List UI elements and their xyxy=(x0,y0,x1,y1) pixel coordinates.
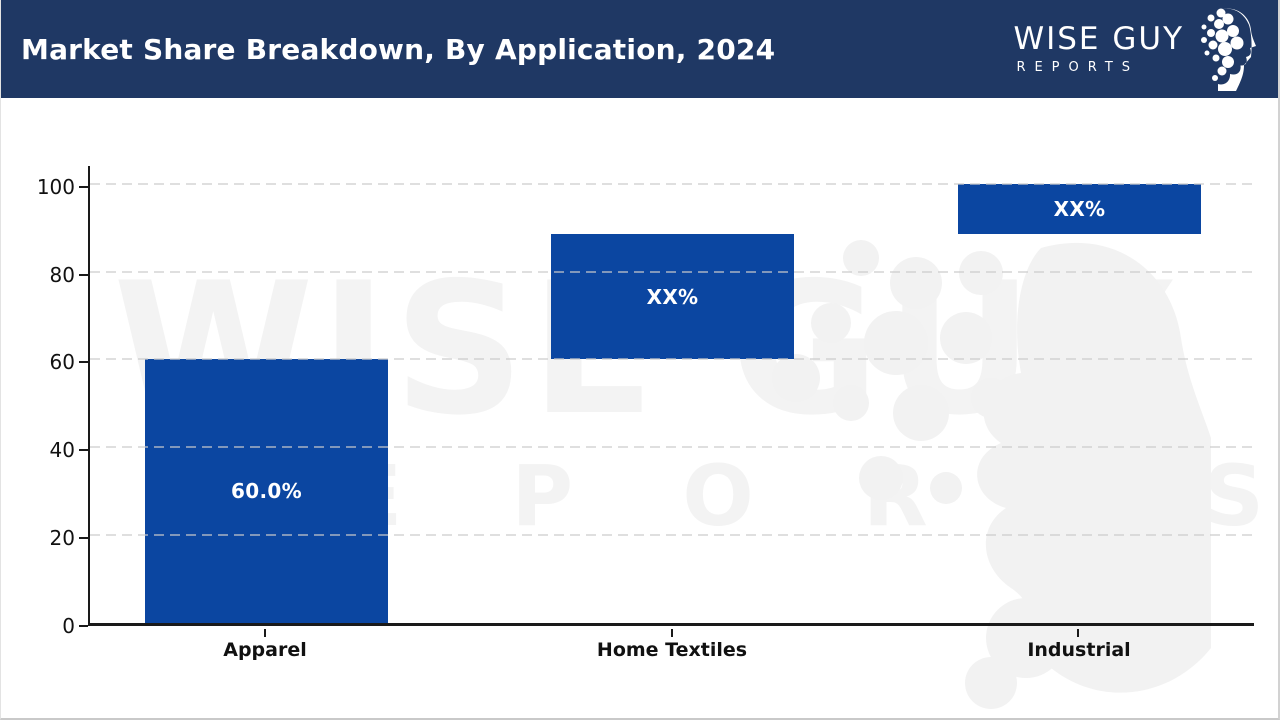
y-tick-label-80: 80 xyxy=(49,262,75,287)
y-tick-label-100: 100 xyxy=(36,174,75,199)
x-tick-mark xyxy=(671,629,673,637)
header-bar: Market Share Breakdown, By Application, … xyxy=(1,0,1278,98)
bar-apparel: 60.0% xyxy=(145,359,388,623)
brand-subtitle-text: REPORTS xyxy=(1016,59,1140,75)
bar-industrial: XX% xyxy=(958,183,1201,235)
y-tick-mark xyxy=(79,449,88,452)
y-tick-mark xyxy=(79,361,88,364)
y-tick-label-20: 20 xyxy=(49,526,75,551)
x-tick-mark xyxy=(1077,629,1079,637)
page-title: Market Share Breakdown, By Application, … xyxy=(21,32,776,66)
y-tick-label-0: 0 xyxy=(62,614,75,638)
bar-value-label: XX% xyxy=(1053,196,1106,221)
y-tick-label-40: 40 xyxy=(49,438,75,463)
gridline-40 xyxy=(90,446,1254,449)
gridline-80 xyxy=(90,270,1254,273)
y-tick-mark xyxy=(79,185,88,188)
bar-value-label: 60.0% xyxy=(231,479,302,504)
plot-area: 60.0% XX% XX% xyxy=(88,166,1254,626)
gridline-100 xyxy=(90,182,1254,185)
brand-head-icon xyxy=(1201,8,1256,91)
gridline-60 xyxy=(90,358,1254,361)
brand-wordmark: WISE GUY REPORTS xyxy=(1013,20,1184,75)
brand-logo: WISE GUY REPORTS xyxy=(1013,7,1256,91)
y-tick-mark xyxy=(79,537,88,540)
bar-value-label: XX% xyxy=(646,284,699,309)
chart-area: WISE GUY R E P O R T S 60.0% XX% xyxy=(1,98,1278,718)
x-tick-label-apparel: Apparel xyxy=(223,639,307,661)
y-tick-mark xyxy=(79,625,88,627)
y-tick-label-60: 60 xyxy=(49,350,75,375)
x-tick-label-industrial: Industrial xyxy=(1027,639,1131,661)
x-tick-mark xyxy=(264,629,266,637)
x-tick-label-home-textiles: Home Textiles xyxy=(596,639,748,661)
brand-name-text: WISE GUY xyxy=(1013,20,1184,57)
y-tick-mark xyxy=(79,273,88,276)
gridline-20 xyxy=(90,534,1254,537)
bar-home-textiles: XX% xyxy=(551,234,794,360)
